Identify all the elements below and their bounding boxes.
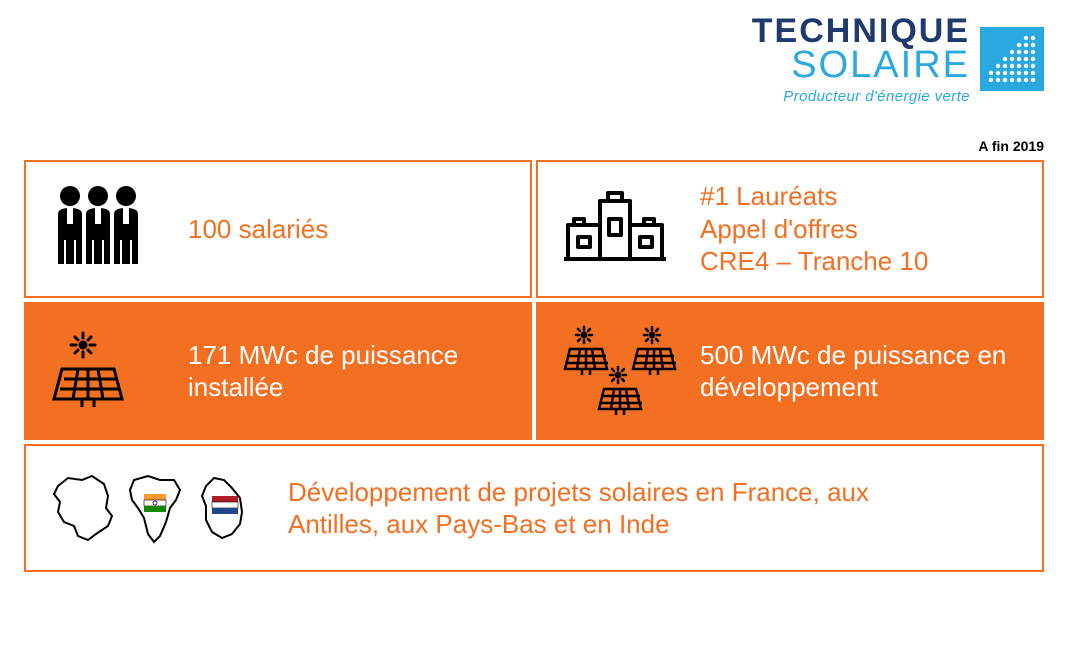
brand-line2: SOLAIRE [791, 46, 970, 86]
cell-employees: 100 salariés [24, 160, 532, 298]
brand-line1: TECHNIQUE [752, 14, 970, 48]
award-line1: #1 Lauréats [700, 180, 928, 213]
brand-tagline: Producteur d'énergie verte [783, 88, 970, 105]
award-text: #1 Lauréats Appel d'offres CRE4 – Tranch… [700, 180, 928, 278]
brand-square-icon [980, 27, 1044, 91]
pipeline-text: 500 MWc de puissance en développement [700, 339, 1020, 404]
netherlands-map-icon [196, 472, 256, 544]
countries-icons [48, 472, 288, 544]
india-map-icon [126, 472, 186, 544]
countries-text: Développement de projets solaires en Fra… [288, 476, 928, 541]
solar-panel-icon [48, 331, 188, 411]
installed-text: 171 MWc de puissance installée [188, 339, 508, 404]
cell-countries: Développement de projets solaires en Fra… [24, 444, 1044, 572]
solar-panels-icon [560, 325, 700, 417]
award-line3: CRE4 – Tranche 10 [700, 245, 928, 278]
award-line2: Appel d'offres [700, 213, 928, 246]
date-note: A fin 2019 [978, 138, 1044, 154]
brand-header: TECHNIQUE SOLAIRE Producteur d'énergie v… [752, 14, 1044, 105]
cell-pipeline: 500 MWc de puissance en développement [536, 302, 1044, 440]
employees-text: 100 salariés [188, 213, 328, 246]
france-map-icon [48, 472, 116, 544]
cell-award: #1 Lauréats Appel d'offres CRE4 – Tranch… [536, 160, 1044, 298]
podium-icon [560, 189, 700, 269]
stats-grid: 100 salariés [24, 160, 1044, 572]
people-icon [48, 184, 188, 274]
cell-installed: 171 MWc de puissance installée [24, 302, 532, 440]
